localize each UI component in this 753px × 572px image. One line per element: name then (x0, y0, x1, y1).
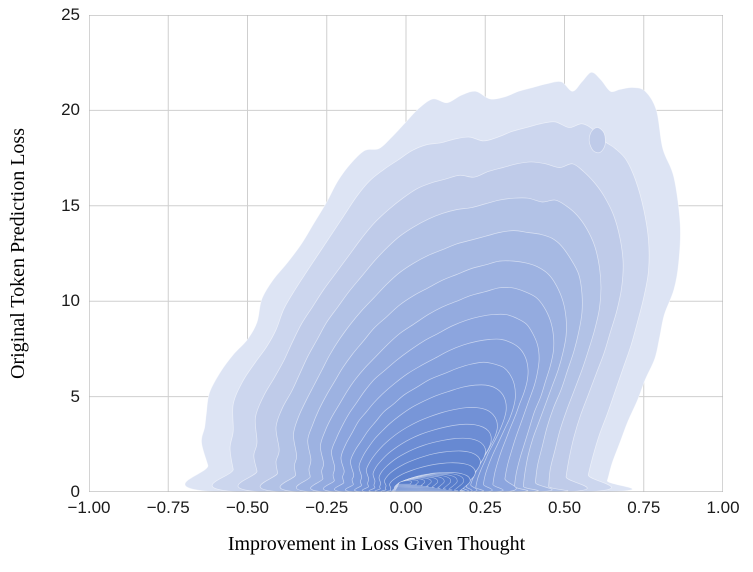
y-axis-title: Original Token Prediction Loss (6, 128, 29, 379)
x-tick-label: 1.00 (706, 498, 740, 517)
y-tick-label: 10 (61, 291, 80, 311)
y-tick-label: 25 (61, 5, 80, 24)
contour-levels (184, 71, 681, 492)
x-tick-label: −0.50 (225, 498, 270, 517)
x-tick-label: 0.75 (627, 498, 661, 517)
x-tick-label: 0.25 (468, 498, 502, 517)
contour-island (588, 127, 606, 154)
x-tick-label: 0.00 (389, 498, 423, 517)
contour-band-core (397, 480, 413, 485)
contour-plot-svg (89, 15, 723, 492)
x-axis-title: Improvement in Loss Given Thought (227, 533, 526, 555)
y-tick-label: 20 (61, 100, 80, 120)
y-tick-labels: 0 5 10 15 20 25 (36, 0, 80, 572)
y-axis-title-wrapper: Original Token Prediction Loss (0, 0, 36, 507)
y-tick-label: 0 (70, 482, 80, 501)
x-tick-label: −0.75 (146, 498, 190, 517)
x-tick-label: 0.50 (547, 498, 582, 517)
y-tick-label: 15 (61, 195, 80, 215)
x-tick-label: −0.25 (305, 498, 349, 517)
y-tick-label: 5 (70, 386, 80, 406)
plot-area (89, 15, 723, 492)
x-tick-label: −1.00 (67, 498, 111, 517)
